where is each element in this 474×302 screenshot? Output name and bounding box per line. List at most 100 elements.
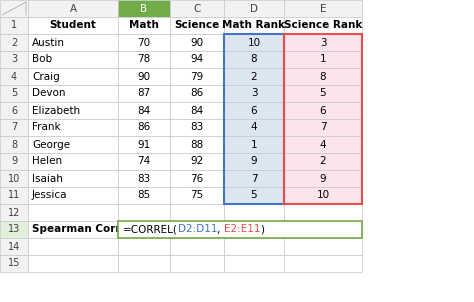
Bar [224,187,284,204]
Bar [284,170,362,187]
Text: 90: 90 [191,37,203,47]
Bar [118,170,170,187]
Bar [28,153,118,170]
Bar [170,34,224,51]
Bar [170,153,224,170]
Text: Math Rank: Math Rank [222,21,285,31]
Text: Math: Math [129,21,159,31]
Text: 2: 2 [251,72,257,82]
Text: 3: 3 [11,54,17,65]
Text: 10: 10 [247,37,261,47]
Text: =CORREL(: =CORREL( [123,224,178,234]
Bar [224,34,284,204]
Text: 90: 90 [137,72,151,82]
Bar [284,119,362,136]
Text: 8: 8 [319,72,326,82]
Text: 2: 2 [11,37,17,47]
Bar [118,221,170,238]
Text: 79: 79 [191,72,204,82]
Text: 84: 84 [191,105,204,115]
Text: B: B [140,4,147,14]
Text: Spearman Correlation:: Spearman Correlation: [32,224,166,234]
Bar [284,34,362,204]
Bar [28,17,118,34]
Bar [284,187,362,204]
Bar [284,68,362,85]
Bar [224,68,284,85]
Bar [28,204,118,221]
Text: 4: 4 [11,72,17,82]
Text: 4: 4 [251,123,257,133]
Text: 14: 14 [8,242,20,252]
Bar [284,204,362,221]
Bar [28,51,118,68]
Bar [170,136,224,153]
Text: 5: 5 [11,88,17,98]
Text: 13: 13 [8,224,20,234]
Text: Devon: Devon [32,88,65,98]
Bar [224,255,284,272]
Text: 10: 10 [8,174,20,184]
Bar [284,136,362,153]
Bar [28,85,118,102]
Text: Science Rank: Science Rank [284,21,362,31]
Bar [284,238,362,255]
Bar [170,17,224,34]
Bar [0,0,28,17]
Text: E2:E11: E2:E11 [224,224,261,234]
Bar [170,51,224,68]
Bar [224,34,284,51]
Bar [118,136,170,153]
Text: Austin: Austin [32,37,65,47]
Text: 12: 12 [8,207,20,217]
Bar [170,221,224,238]
Text: 70: 70 [137,37,151,47]
Bar [118,68,170,85]
Bar [28,119,118,136]
Text: 11: 11 [8,191,20,201]
Text: 9: 9 [251,156,257,166]
Bar [0,238,28,255]
Text: 6: 6 [319,105,326,115]
Bar [224,221,284,238]
Text: 83: 83 [137,174,151,184]
Bar [224,204,284,221]
Text: Bob: Bob [32,54,52,65]
Bar [118,187,170,204]
Bar [224,170,284,187]
Text: Helen: Helen [32,156,62,166]
Bar [224,136,284,153]
Bar [224,153,284,170]
Bar [284,255,362,272]
Text: 94: 94 [191,54,204,65]
Text: 83: 83 [191,123,204,133]
Text: 5: 5 [319,88,326,98]
Text: 8: 8 [251,54,257,65]
Bar [284,34,362,51]
Bar [0,85,28,102]
Bar [170,238,224,255]
Bar [224,85,284,102]
Text: 78: 78 [137,54,151,65]
Text: 88: 88 [191,140,204,149]
Bar [118,85,170,102]
Bar [0,51,28,68]
Text: 75: 75 [191,191,204,201]
Bar [118,0,170,17]
Bar [170,187,224,204]
Text: Isaiah: Isaiah [32,174,63,184]
Bar [0,204,28,221]
Bar [0,153,28,170]
Text: D: D [250,4,258,14]
Text: A: A [69,4,77,14]
Text: 86: 86 [137,123,151,133]
Text: 91: 91 [137,140,151,149]
Text: 84: 84 [137,105,151,115]
Text: Science: Science [174,21,219,31]
Bar [170,170,224,187]
Text: 15: 15 [8,259,20,268]
Bar [118,204,170,221]
Bar [224,51,284,68]
Bar [0,187,28,204]
Bar [0,119,28,136]
